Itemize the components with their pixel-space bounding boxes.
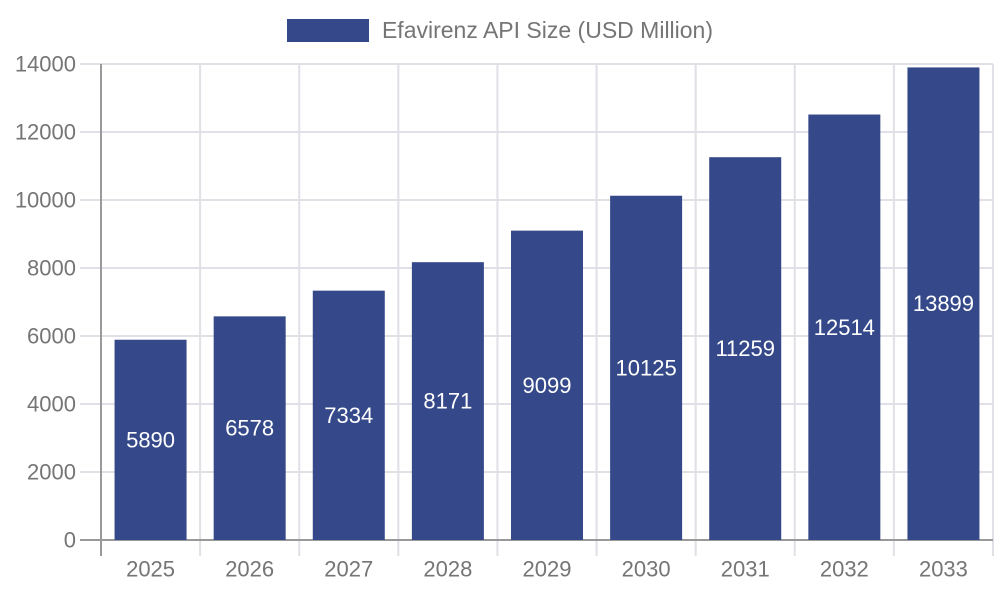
x-axis-tick-label: 2029 xyxy=(523,557,572,582)
bar-value-label: 10125 xyxy=(616,355,677,380)
x-axis-tick-label: 2026 xyxy=(225,557,274,582)
x-axis-tick-label: 2030 xyxy=(622,557,671,582)
bar-value-label: 5890 xyxy=(126,427,175,452)
y-axis-tick-label: 6000 xyxy=(27,324,76,349)
bar-value-label: 12514 xyxy=(814,315,875,340)
bar-2030[interactable] xyxy=(610,195,683,540)
y-axis-tick-label: 14000 xyxy=(15,52,76,77)
bar-2025[interactable] xyxy=(114,339,187,540)
x-axis-tick-label: 2028 xyxy=(423,557,472,582)
y-axis-tick-label: 0 xyxy=(64,528,76,553)
bar-2031[interactable] xyxy=(709,157,782,540)
y-axis-tick-label: 12000 xyxy=(15,120,76,145)
bar-value-label: 6578 xyxy=(225,416,274,441)
bar-2026[interactable] xyxy=(213,316,286,540)
x-axis-tick-label: 2033 xyxy=(919,557,968,582)
legend-label: Efavirenz API Size (USD Million) xyxy=(381,17,714,43)
x-axis-tick-label: 2032 xyxy=(820,557,869,582)
y-axis-tick-label: 2000 xyxy=(27,460,76,485)
bar-value-label: 8171 xyxy=(423,389,472,414)
legend-swatch xyxy=(286,19,369,42)
y-axis-tick-label: 10000 xyxy=(15,188,76,213)
chart-legend[interactable]: Efavirenz API Size (USD Million) xyxy=(0,19,1000,42)
bar-value-label: 9099 xyxy=(523,373,572,398)
x-axis-tick-label: 2027 xyxy=(324,557,373,582)
bar-value-label: 13899 xyxy=(913,291,974,316)
y-axis-tick-label: 4000 xyxy=(27,392,76,417)
bar-2033[interactable] xyxy=(907,67,980,541)
x-axis-tick-label: 2031 xyxy=(721,557,770,582)
bar-2028[interactable] xyxy=(411,262,484,540)
bar-value-label: 11259 xyxy=(715,336,775,361)
bar-value-label: 7334 xyxy=(324,403,373,428)
bar-2027[interactable] xyxy=(312,290,385,540)
bar-2032[interactable] xyxy=(808,114,881,541)
bar-2029[interactable] xyxy=(511,230,583,540)
y-axis-tick-label: 8000 xyxy=(27,256,76,281)
x-axis-tick-label: 2025 xyxy=(126,557,175,582)
